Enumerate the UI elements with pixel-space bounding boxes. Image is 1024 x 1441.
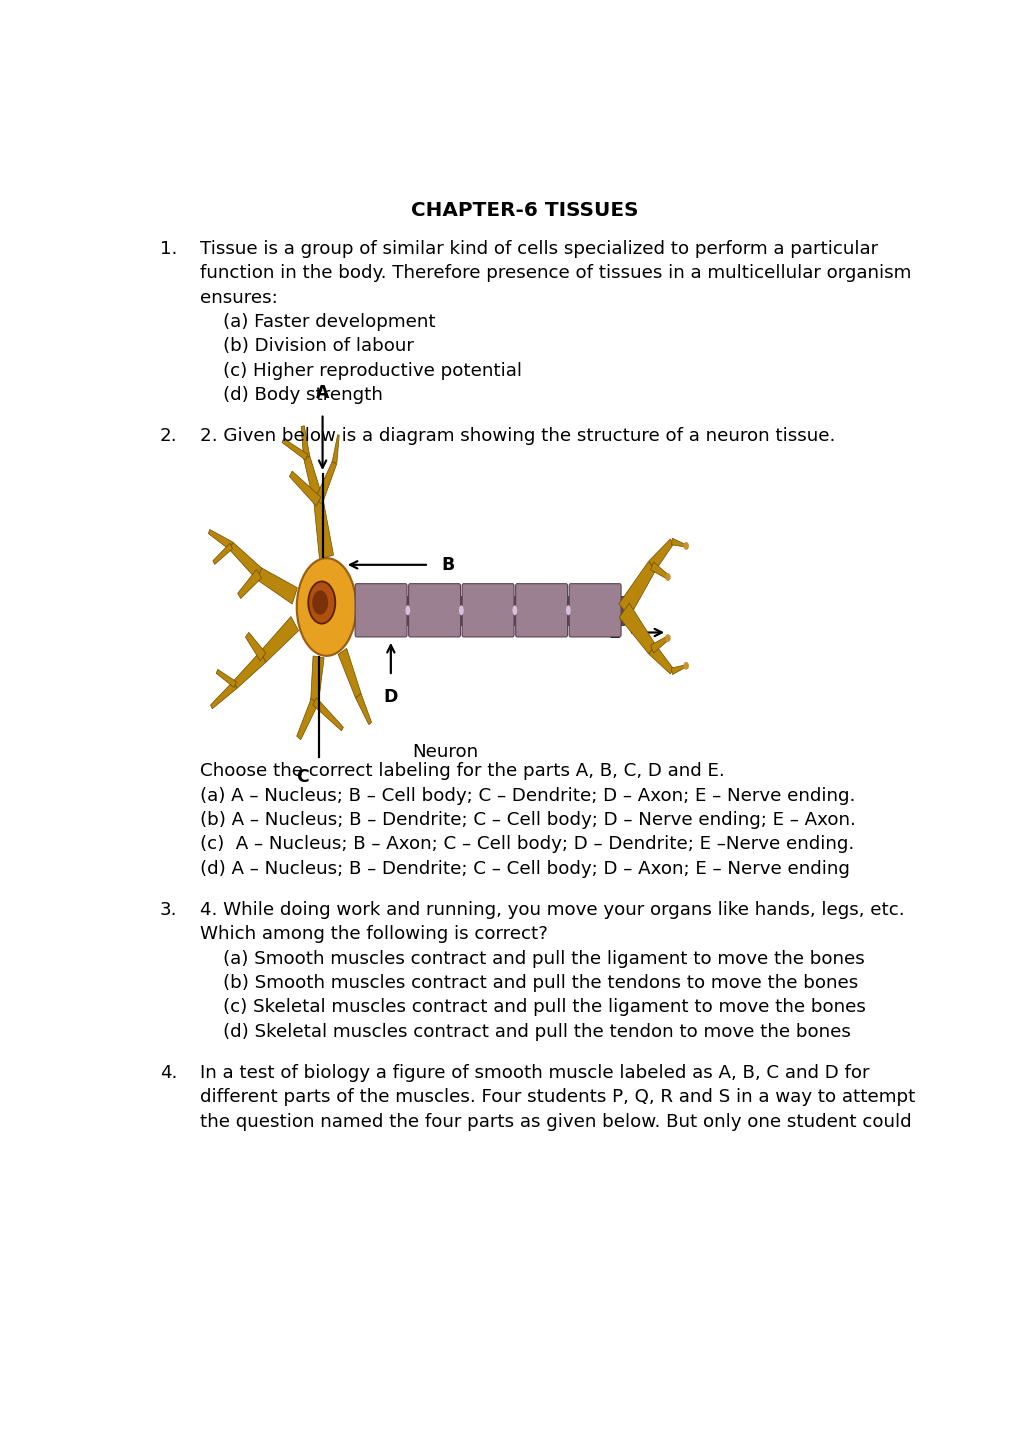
Text: A: A [315,383,329,402]
Text: (a) Faster development: (a) Faster development [223,313,436,331]
Text: C: C [296,768,309,785]
Text: B: B [441,556,455,574]
FancyBboxPatch shape [569,584,621,637]
Text: D: D [383,687,398,706]
Ellipse shape [312,591,328,615]
Circle shape [665,574,671,581]
Polygon shape [297,699,317,739]
Text: Tissue is a group of similar kind of cells specialized to perform a particular: Tissue is a group of similar kind of cel… [200,239,878,258]
Polygon shape [332,435,339,464]
FancyBboxPatch shape [409,584,461,637]
Ellipse shape [459,605,464,615]
Text: 4.: 4. [160,1063,177,1082]
Text: In a test of biology a figure of smooth muscle labeled as A, B, C and D for: In a test of biology a figure of smooth … [200,1063,868,1082]
Text: the question named the four parts as given below. But only one student could: the question named the four parts as giv… [200,1112,910,1131]
Polygon shape [338,648,361,697]
Text: (b) Smooth muscles contract and pull the tendons to move the bones: (b) Smooth muscles contract and pull the… [223,974,858,991]
Polygon shape [246,633,265,661]
Text: function in the body. Therefore presence of tissues in a multicellular organism: function in the body. Therefore presence… [200,264,910,282]
Text: (b) Division of labour: (b) Division of labour [223,337,414,356]
Ellipse shape [512,605,517,615]
Ellipse shape [565,605,570,615]
Polygon shape [315,461,337,504]
Text: 2.: 2. [160,427,177,445]
Ellipse shape [308,582,335,624]
Polygon shape [671,664,686,674]
FancyBboxPatch shape [462,584,514,637]
Circle shape [683,661,689,670]
Polygon shape [233,651,265,689]
Polygon shape [313,500,334,559]
Text: 4. While doing work and running, you move your organs like hands, legs, etc.: 4. While doing work and running, you mov… [200,901,904,919]
Polygon shape [216,670,237,687]
Polygon shape [355,693,372,725]
Polygon shape [618,604,655,654]
Text: (a) Smooth muscles contract and pull the ligament to move the bones: (a) Smooth muscles contract and pull the… [223,950,864,967]
Polygon shape [310,656,324,702]
Text: Choose the correct labeling for the parts A, B, C, D and E.: Choose the correct labeling for the part… [200,762,724,780]
Polygon shape [650,562,669,579]
Text: ensures:: ensures: [200,288,278,307]
Polygon shape [257,568,297,604]
Polygon shape [282,438,307,460]
FancyBboxPatch shape [515,584,567,637]
Text: E: E [608,624,620,641]
Polygon shape [238,569,261,598]
Text: Neuron: Neuron [413,742,478,761]
Polygon shape [649,644,673,674]
Polygon shape [650,635,669,653]
Polygon shape [260,617,298,663]
Polygon shape [648,539,673,571]
Polygon shape [290,471,321,506]
Text: (c) Skeletal muscles contract and pull the ligament to move the bones: (c) Skeletal muscles contract and pull t… [223,999,866,1016]
Circle shape [683,542,689,550]
Polygon shape [303,455,323,504]
Text: different parts of the muscles. Four students P, Q, R and S in a way to attempt: different parts of the muscles. Four stu… [200,1088,914,1107]
Text: CHAPTER-6 TISSUES: CHAPTER-6 TISSUES [411,200,639,219]
Polygon shape [301,425,309,458]
Ellipse shape [406,605,410,615]
Text: (c)  A – Nucleus; B – Axon; C – Cell body; D – Dendrite; E –Nerve ending.: (c) A – Nucleus; B – Axon; C – Cell body… [200,836,853,853]
Polygon shape [208,529,232,550]
Polygon shape [356,597,624,625]
Text: (d) Skeletal muscles contract and pull the tendon to move the bones: (d) Skeletal muscles contract and pull t… [223,1023,851,1040]
Polygon shape [211,682,237,709]
Text: Which among the following is correct?: Which among the following is correct? [200,925,547,944]
FancyBboxPatch shape [355,584,407,637]
Text: (b) A – Nucleus; B – Dendrite; C – Cell body; D – Nerve ending; E – Axon.: (b) A – Nucleus; B – Dendrite; C – Cell … [200,811,855,829]
Polygon shape [618,562,655,617]
Text: (d) Body strength: (d) Body strength [223,386,383,403]
Polygon shape [229,542,262,579]
Text: (c) Higher reproductive potential: (c) Higher reproductive potential [223,362,522,380]
Polygon shape [213,543,232,565]
Polygon shape [312,697,343,731]
Circle shape [665,634,671,641]
Text: (a) A – Nucleus; B – Cell body; C – Dendrite; D – Axon; E – Nerve ending.: (a) A – Nucleus; B – Cell body; C – Dend… [200,787,855,804]
Text: 2. Given below is a diagram showing the structure of a neuron tissue.: 2. Given below is a diagram showing the … [200,427,835,445]
Text: 3.: 3. [160,901,177,919]
Polygon shape [671,539,686,548]
Ellipse shape [297,558,356,656]
Text: 1.: 1. [160,239,177,258]
Text: (d) A – Nucleus; B – Dendrite; C – Cell body; D – Axon; E – Nerve ending: (d) A – Nucleus; B – Dendrite; C – Cell … [200,860,849,878]
